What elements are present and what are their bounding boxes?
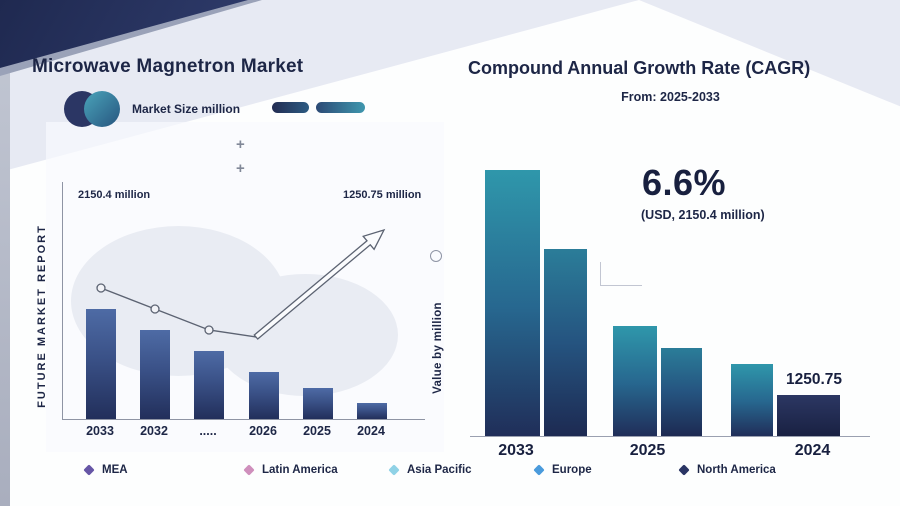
right-bar-2025-market-size-secondary	[661, 348, 702, 436]
cagr-detail: (USD, 2150.4 million)	[641, 208, 765, 222]
left-bar-2032	[140, 330, 170, 419]
left-x-label-2033: 2033	[86, 424, 114, 438]
value-by-million-axis-label: Value by million	[432, 302, 444, 394]
left-bar-.....	[194, 351, 224, 419]
right-bar-2024-market-size-primary	[731, 364, 773, 436]
legend-label: North America	[697, 464, 776, 476]
left-x-label-2025: 2025	[303, 424, 331, 438]
right-chart-plot-area	[470, 160, 870, 437]
trend-line-arrow	[96, 228, 386, 340]
region-legend: MEA Latin America Asia Pacific Europe North …	[0, 464, 900, 486]
decorative-pill-2	[316, 102, 365, 113]
left-chart-bars	[63, 182, 425, 419]
right-x-label-2033: 2033	[498, 442, 534, 459]
chip-half-teal-icon	[84, 91, 120, 127]
market-size-icon	[64, 90, 120, 128]
legend-label: Asia Pacific	[407, 464, 472, 476]
legend-item-mea: MEA	[83, 464, 128, 476]
left-bar-2033	[86, 309, 116, 419]
legend-label: Europe	[552, 464, 592, 476]
legend-diamond-icon	[83, 464, 95, 476]
left-edge-strip	[0, 0, 10, 506]
right-chart-subtitle: From: 2025-2033	[621, 90, 720, 104]
left-x-label-.....: .....	[199, 424, 217, 438]
right-bar-2025-market-size-primary	[613, 326, 657, 436]
left-chart-plot-area	[62, 182, 425, 420]
left-x-label-2032: 2032	[140, 424, 168, 438]
future-market-report-label: FUTURE MARKET REPORT	[36, 224, 48, 408]
left-chart-annotation-2024: 1250.75 million	[343, 189, 422, 201]
right-bar-2033-market-size-primary	[485, 170, 540, 436]
right-chart-bar-value-2024: 1250.75	[786, 371, 843, 388]
left-chart-annotation-2033: 2150.4 million	[78, 189, 151, 201]
circle-decor-icon	[430, 250, 442, 262]
right-x-label-2024: 2024	[794, 442, 831, 459]
market-size-legend: Market Size million	[64, 90, 240, 128]
legend-item-latin-america: Latin America	[243, 464, 338, 476]
legend-label: MEA	[102, 464, 128, 476]
legend-diamond-icon	[678, 464, 690, 476]
right-bar-2033-market-size-secondary	[544, 249, 587, 436]
legend-diamond-icon	[388, 464, 400, 476]
plus-decor-icon: +	[236, 136, 245, 153]
left-chart-title: Microwave Magnetron Market	[32, 56, 304, 77]
right-chart-bars	[470, 160, 870, 436]
left-x-label-2026: 2026	[249, 424, 277, 438]
legend-diamond-icon	[243, 464, 255, 476]
market-size-label: Market Size million	[132, 102, 241, 116]
plus-decor-icon: +	[236, 160, 245, 177]
cagr-value: 6.6%	[642, 162, 727, 203]
legend-item-europe: Europe	[533, 464, 592, 476]
legend-item-north-america: North America	[678, 464, 776, 476]
bracket-decor-icon	[600, 262, 642, 286]
right-x-label-2025: 2025	[629, 442, 666, 459]
right-bar-2024-market-size-secondary	[777, 395, 840, 436]
right-chart-x-axis-labels: 2033 2025 2024	[470, 442, 870, 462]
left-chart-x-axis-labels: 2033 2032..... 2026 2025 2024	[62, 424, 425, 442]
left-bar-2025	[303, 388, 333, 419]
decorative-pill-1	[272, 102, 309, 113]
legend-label: Latin America	[262, 464, 338, 476]
right-chart-title: Compound Annual Growth Rate (CAGR)	[468, 58, 811, 78]
legend-item-asia-pacific: Asia Pacific	[388, 464, 472, 476]
left-bar-2026	[249, 372, 279, 419]
left-bar-2024	[357, 403, 387, 419]
legend-diamond-icon	[533, 464, 545, 476]
left-x-label-2024: 2024	[357, 424, 385, 438]
